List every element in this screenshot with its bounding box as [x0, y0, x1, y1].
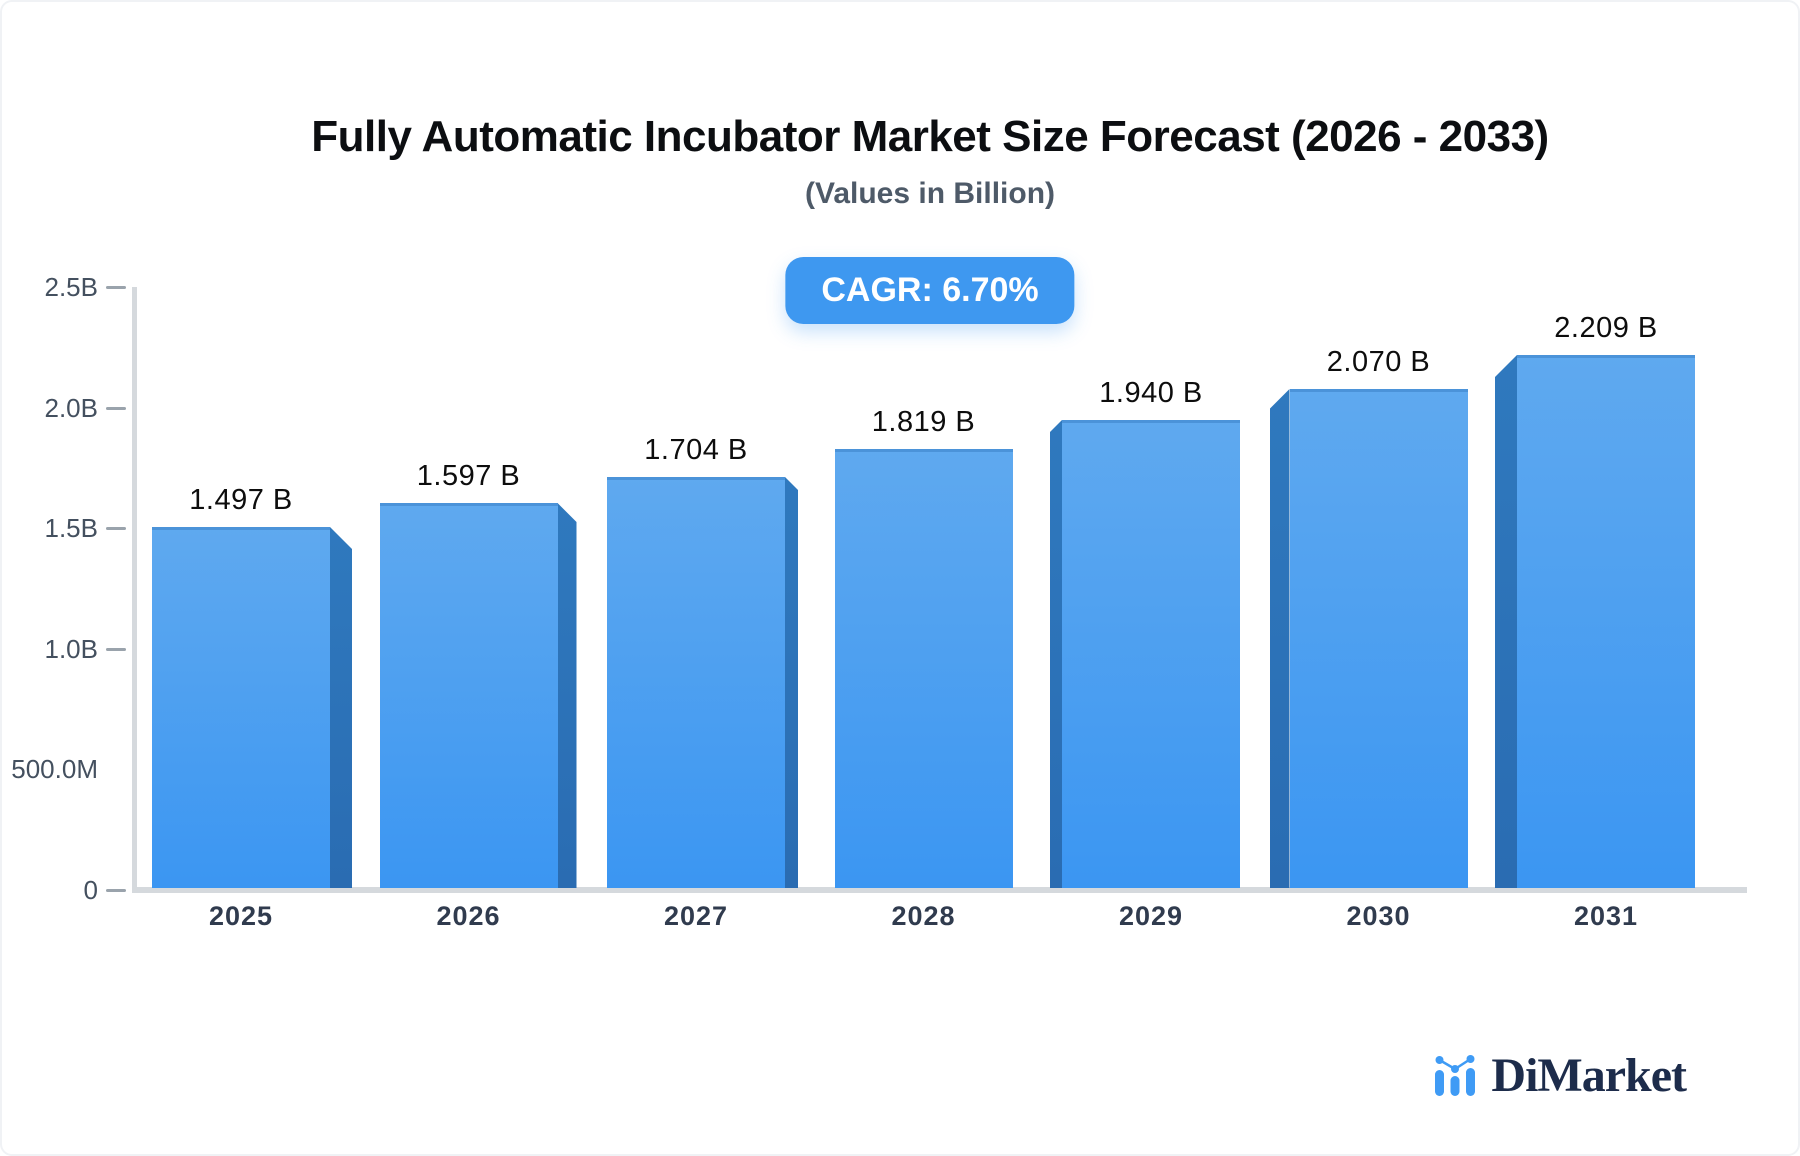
bar-2028	[834, 449, 1013, 888]
bar-value-label: 1.597 B	[416, 460, 521, 492]
dimarket-logo: DiMarket	[1432, 1049, 1687, 1102]
bar-2025	[152, 527, 330, 888]
bar-value-label: 1.497 B	[189, 484, 293, 516]
bar-value-label: 1.704 B	[644, 434, 748, 466]
x-axis-label: 2026	[436, 901, 501, 931]
y-axis-line	[132, 287, 137, 893]
y-axis-tick	[106, 889, 126, 892]
bar-side-face	[1495, 355, 1517, 888]
bar-value-label: 1.940 B	[1099, 377, 1203, 409]
y-axis-label: 500.0M	[11, 754, 98, 785]
y-axis-label: 2.0B	[44, 392, 99, 423]
cagr-badge: CAGR: 6.70%	[785, 257, 1075, 324]
x-axis-label: 2027	[663, 901, 729, 931]
chart-title: Fully Automatic Incubator Market Size Fo…	[311, 112, 1549, 161]
bar-2031	[1517, 355, 1695, 888]
bar-value-label: 2.070 B	[1326, 346, 1431, 378]
bar-side-face	[785, 477, 798, 888]
x-axis-label: 2031	[1573, 901, 1639, 931]
bar-side-face	[557, 503, 577, 888]
bar-side-face	[1269, 389, 1290, 888]
chart-subtitle: (Values in Billion)	[804, 177, 1056, 210]
y-axis-tick	[106, 286, 126, 289]
x-axis-label: 2030	[1346, 901, 1411, 931]
bar-2027	[607, 477, 785, 888]
y-axis-label: 2.5B	[44, 272, 99, 302]
bar-value-label: 1.819 B	[871, 406, 976, 438]
y-axis-tick	[106, 527, 126, 531]
y-axis-tick	[106, 406, 126, 410]
dimarket-logo-text: DiMarket	[1491, 1049, 1687, 1102]
plot-area: 1.497 B 1.597 B 1.704 B 1.819 B 1.940 B 2.070…	[132, 287, 1747, 893]
y-axis-label: 1.0B	[44, 633, 99, 664]
bar-value-label: 2.209 B	[1554, 312, 1658, 344]
x-axis-line	[132, 887, 1747, 893]
y-axis-tick	[106, 647, 126, 651]
bar-2030	[1289, 389, 1468, 888]
y-axis-label: 1.5B	[44, 513, 99, 544]
bar-2026	[379, 503, 558, 888]
bar-side-face	[1050, 420, 1062, 888]
y-axis: 2.5B 2.0B 1.5B 1.0B 500.0M 0	[2, 272, 132, 905]
bar-2029	[1062, 420, 1240, 888]
x-axis-label: 2028	[891, 901, 956, 931]
bar-and-line-chart-icon	[1435, 1055, 1476, 1096]
x-axis-label: 2029	[1118, 901, 1184, 931]
x-axis-labels: 2025 2026 2027 2028 2029 2030 2031	[132, 901, 1747, 941]
bar-side-face	[330, 527, 352, 888]
y-axis-label: 0	[83, 875, 98, 905]
x-axis-label: 2025	[208, 901, 274, 931]
